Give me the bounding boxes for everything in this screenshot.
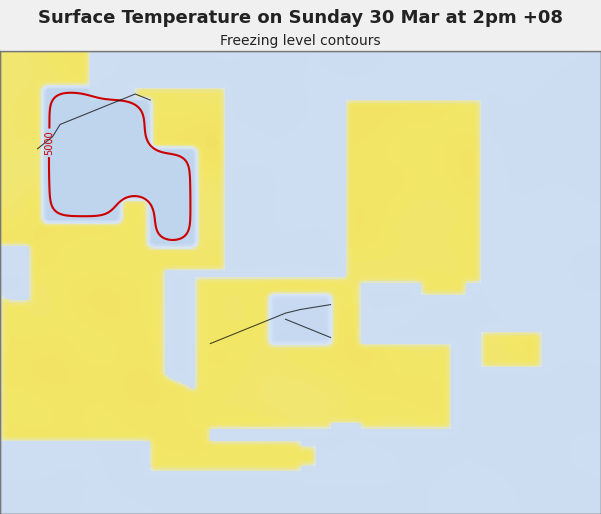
Text: Freezing level contours: Freezing level contours	[220, 34, 381, 48]
Text: 5000: 5000	[44, 131, 54, 155]
Text: Surface Temperature on Sunday 30 Mar at 2pm +08: Surface Temperature on Sunday 30 Mar at …	[38, 9, 563, 27]
